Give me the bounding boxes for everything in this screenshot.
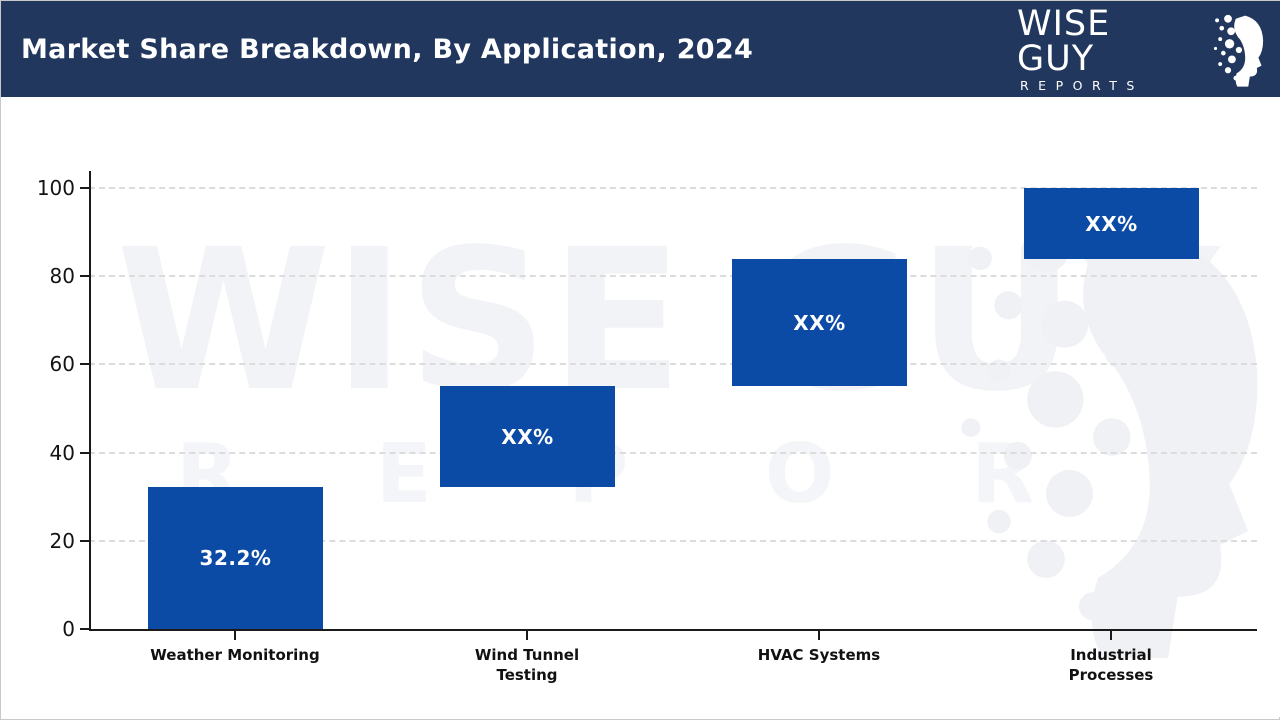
bar: 32.2%: [148, 487, 323, 629]
bar-value-label: XX%: [1085, 211, 1138, 236]
brand-subtitle: REPORTS: [1020, 78, 1144, 94]
gridline: [89, 275, 1257, 278]
y-axis-tick-label: 20: [49, 528, 75, 553]
brand-head-dots-icon: [1213, 14, 1264, 87]
y-axis-line: [89, 171, 91, 631]
y-axis-tick-label: 40: [49, 440, 75, 465]
x-axis-category-label: Wind Tunnel Testing: [474, 646, 580, 685]
y-axis-tick: [80, 451, 89, 454]
x-axis-line: [89, 629, 1257, 631]
page-title: Market Share Breakdown, By Application, …: [21, 33, 754, 65]
x-axis-tick: [234, 631, 236, 640]
gridline: [89, 451, 1257, 454]
y-axis-tick-label: 80: [49, 264, 75, 289]
bar: XX%: [440, 386, 615, 487]
x-axis-category-label: Industrial Processes: [1068, 646, 1154, 685]
gridline: [89, 363, 1257, 366]
x-axis-category-label: HVAC Systems: [757, 646, 881, 664]
x-axis-tick: [526, 631, 528, 640]
chart-area: WISE GUY R E P O R T S: [1, 97, 1280, 717]
y-axis-tick: [80, 628, 89, 630]
bar: XX%: [1024, 188, 1199, 259]
x-axis-tick: [1110, 631, 1112, 640]
y-axis-tick-label: 60: [49, 352, 75, 377]
bar-value-label: XX%: [501, 424, 554, 449]
bar: XX%: [732, 259, 907, 386]
brand-name: WISE GUY: [1017, 4, 1111, 80]
bar-value-label: 32.2%: [199, 546, 272, 570]
x-axis-category-label: Weather Monitoring: [150, 646, 320, 664]
y-axis-tick-label: 100: [36, 176, 75, 200]
y-axis-tick-label: 0: [62, 617, 75, 641]
y-axis-tick: [80, 187, 89, 189]
bar-value-label: XX%: [793, 310, 846, 335]
y-axis-tick: [80, 363, 89, 366]
y-axis-tick: [80, 275, 89, 278]
header-bar: Market Share Breakdown, By Application, …: [1, 1, 1280, 97]
brand-logo-text: WISE GUY REPORTS: [1017, 7, 1187, 93]
gridline: [89, 187, 1257, 189]
brand-logo: WISE GUY REPORTS: [1017, 7, 1267, 93]
y-axis-tick: [80, 539, 89, 542]
watermark-head-dots: [961, 225, 1258, 658]
gridline: [89, 539, 1257, 542]
x-axis-tick: [818, 631, 820, 640]
